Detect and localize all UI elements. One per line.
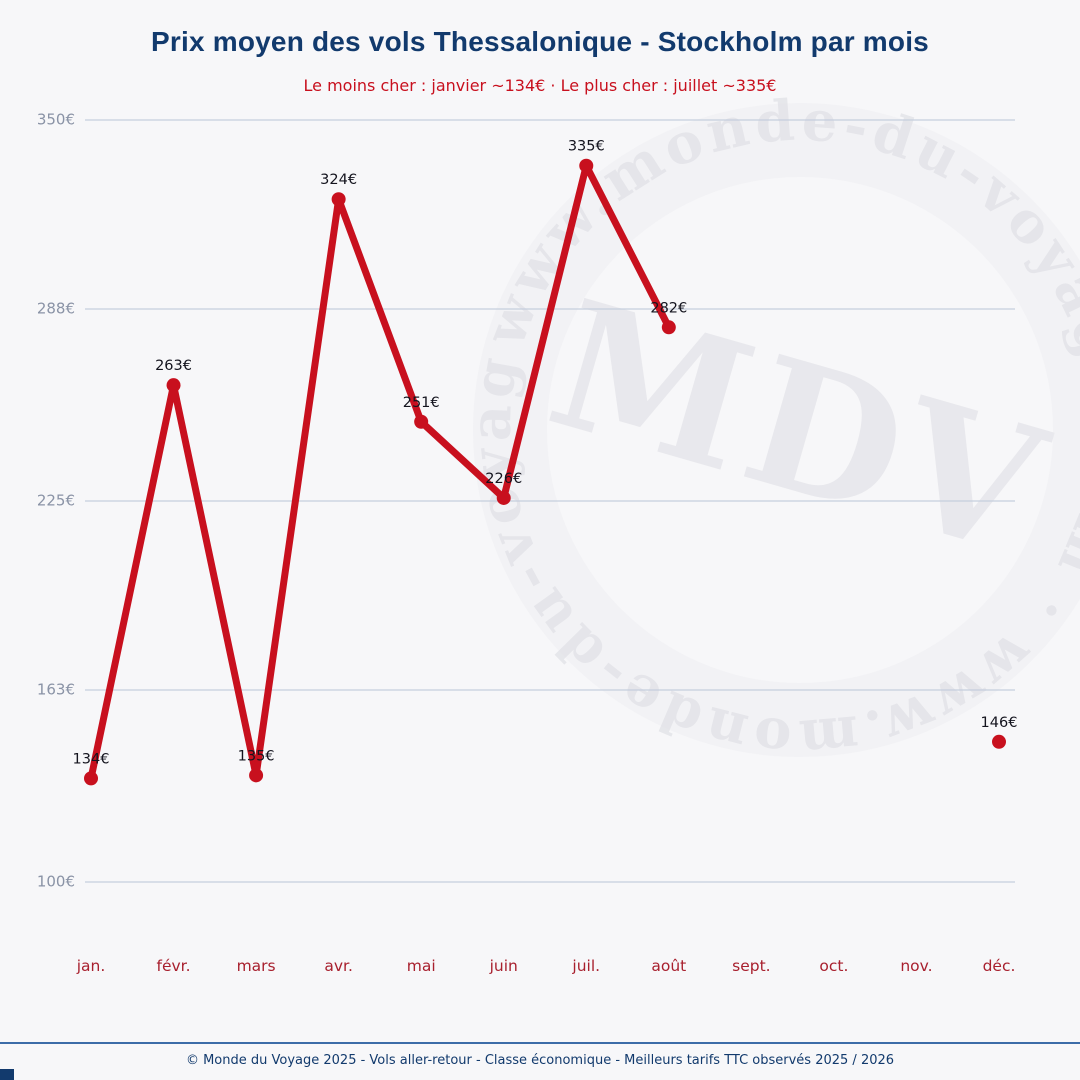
data-point-value-label: 251€	[403, 395, 440, 411]
data-point	[496, 490, 511, 505]
x-axis-month-label: mai	[407, 957, 436, 975]
price-line	[87, 162, 673, 782]
x-axis-month-label: oct.	[819, 957, 848, 975]
data-point	[166, 378, 181, 393]
data-point-value-label: 335€	[568, 139, 605, 155]
chart-subtitle: Le moins cher : janvier ~134€ · Le plus …	[303, 76, 777, 95]
watermark-center-text: MDV	[531, 262, 1070, 597]
x-axis-month-label: nov.	[900, 957, 932, 975]
x-axis-month-label: déc.	[983, 957, 1016, 975]
data-point-value-label: 263€	[155, 358, 192, 374]
y-axis-tick-label: 100€	[37, 873, 75, 891]
data-point	[249, 768, 264, 783]
data-point-value-label: 226€	[485, 471, 522, 487]
y-axis-tick-label: 225€	[37, 492, 75, 510]
x-axis-month-label: févr.	[157, 957, 191, 975]
footer-accent-square	[0, 1069, 14, 1080]
x-axis-month-label: juil.	[571, 957, 600, 975]
data-point	[992, 734, 1006, 749]
data-point	[331, 192, 346, 207]
footer-text: © Monde du Voyage 2025 - Vols aller-reto…	[185, 1053, 895, 1068]
data-point-value-label: 135€	[238, 748, 275, 764]
data-point-value-label: 146€	[981, 715, 1018, 731]
x-axis-month-label: mars	[237, 957, 276, 975]
data-point-value-label: 134€	[73, 751, 110, 767]
data-point-value-label: 282€	[650, 300, 687, 316]
y-axis-tick-label: 350€	[37, 111, 75, 129]
watermark-ring	[473, 103, 1080, 757]
x-axis-month-label: août	[651, 957, 686, 975]
data-point	[84, 771, 98, 786]
x-axis-month-label: juin	[489, 957, 518, 975]
data-point	[414, 414, 429, 429]
y-axis-tick-label: 288€	[37, 299, 75, 317]
y-axis-tick-label: 163€	[37, 680, 75, 698]
data-point	[661, 320, 676, 335]
data-point	[579, 158, 594, 173]
x-axis-month-label: avr.	[324, 957, 353, 975]
chart-title: Prix moyen des vols Thessalonique - Stoc…	[151, 26, 929, 57]
x-axis-month-label: sept.	[732, 957, 770, 975]
plot-area: 350€ 288€ 225€ 163€ 100€ jan. févr. mars avr. mai…	[37, 111, 1018, 976]
data-point-value-label: 324€	[320, 172, 357, 188]
x-axis-month-label: jan.	[76, 957, 106, 975]
footer: © Monde du Voyage 2025 - Vols aller-reto…	[0, 1042, 1080, 1080]
